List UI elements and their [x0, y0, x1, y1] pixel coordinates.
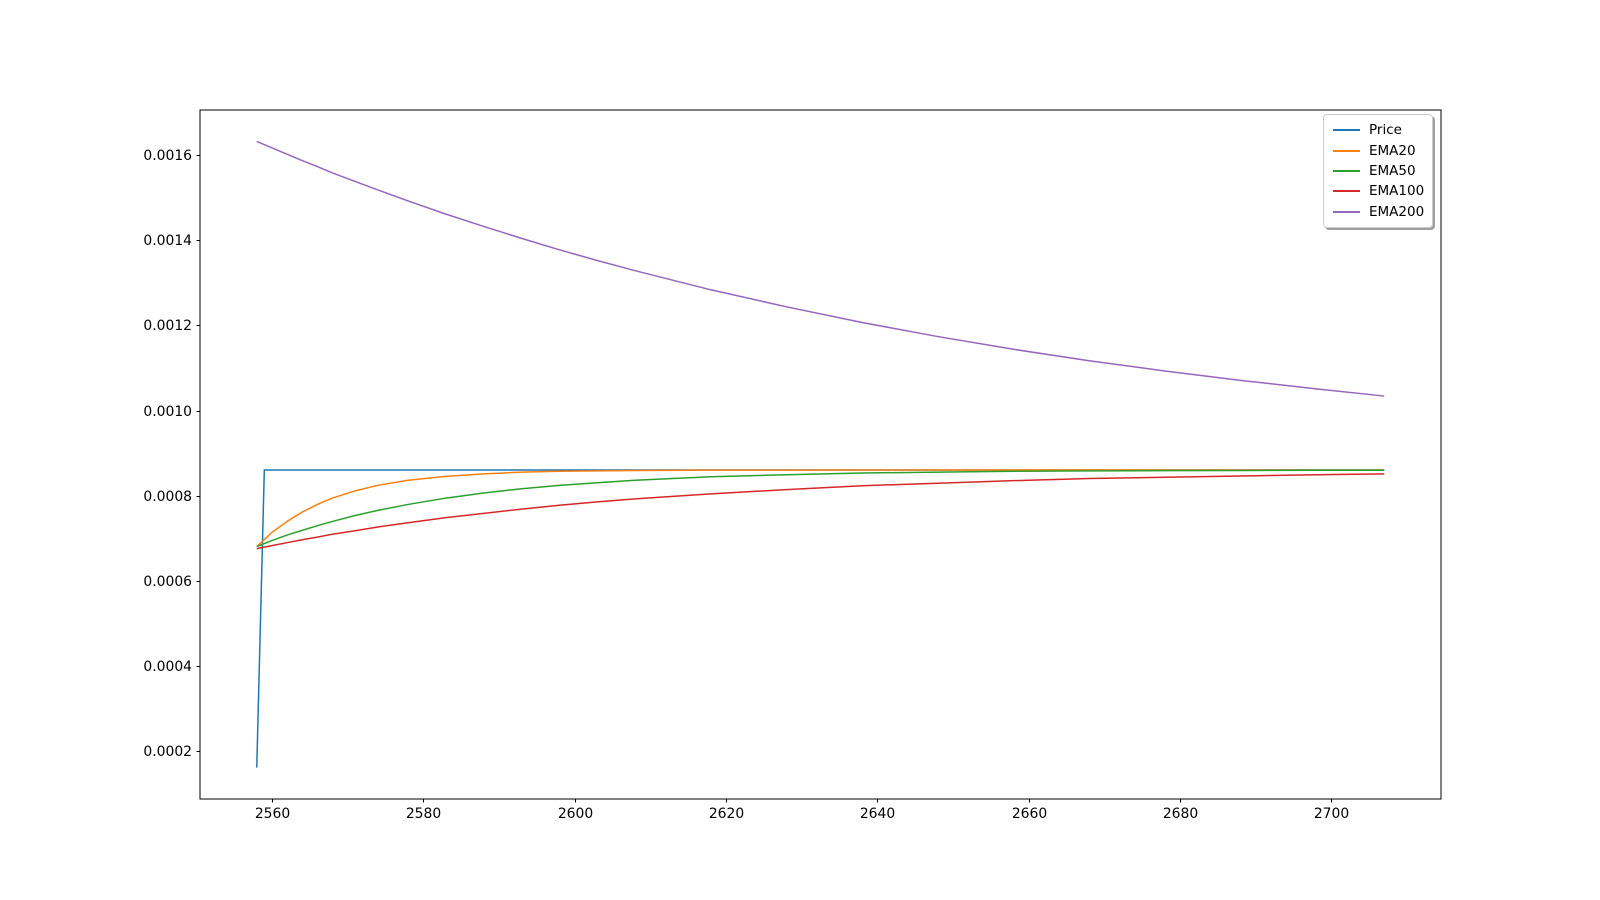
y-tick-label: 0.0008	[143, 489, 192, 505]
x-tick-label: 2580	[406, 806, 441, 822]
y-tick-label: 0.0002	[143, 744, 192, 760]
x-tick-label: 2600	[558, 806, 593, 822]
y-tick-label: 0.0012	[143, 318, 192, 334]
legend-item-ema200: EMA200	[1324, 202, 1432, 222]
y-tick-label: 0.0016	[143, 148, 192, 164]
legend-swatch-ema20	[1333, 149, 1360, 152]
axes-frame	[199, 109, 1442, 800]
legend-label-price: Price	[1369, 122, 1402, 139]
series-line-ema100	[256, 473, 1385, 550]
x-tick-label: 2680	[1163, 806, 1198, 822]
x-tick-label: 2660	[1012, 806, 1047, 822]
series-line-ema20	[256, 469, 1385, 548]
legend-item-price: Price	[1324, 120, 1432, 140]
legend-item-ema100: EMA100	[1324, 181, 1432, 201]
legend-label-ema200: EMA200	[1369, 203, 1425, 220]
legend-swatch-ema100	[1333, 190, 1360, 193]
x-tick-label: 2620	[709, 806, 744, 822]
y-tick-label: 0.0010	[143, 404, 192, 420]
legend-swatch-ema50	[1333, 169, 1360, 172]
x-tick-label: 2640	[860, 806, 895, 822]
legend-label-ema50: EMA50	[1369, 162, 1416, 179]
legend-label-ema20: EMA20	[1369, 142, 1416, 159]
y-tick-label: 0.0014	[143, 233, 192, 249]
x-tick-label: 2700	[1314, 806, 1349, 822]
legend-label-ema100: EMA100	[1369, 183, 1425, 200]
y-tick-label: 0.0004	[143, 659, 192, 675]
legend-item-ema20: EMA20	[1324, 140, 1432, 160]
x-tick-label: 2560	[255, 806, 290, 822]
series-line-price	[256, 469, 1385, 768]
y-tick-label: 0.0006	[143, 574, 192, 590]
legend-swatch-ema200	[1333, 210, 1360, 213]
legend-item-ema50: EMA50	[1324, 161, 1432, 181]
series-line-ema50	[256, 469, 1385, 548]
legend-swatch-price	[1333, 129, 1360, 132]
series-line-ema200	[256, 140, 1385, 397]
legend: Price EMA20 EMA50 EMA100 EMA200	[1323, 114, 1433, 228]
